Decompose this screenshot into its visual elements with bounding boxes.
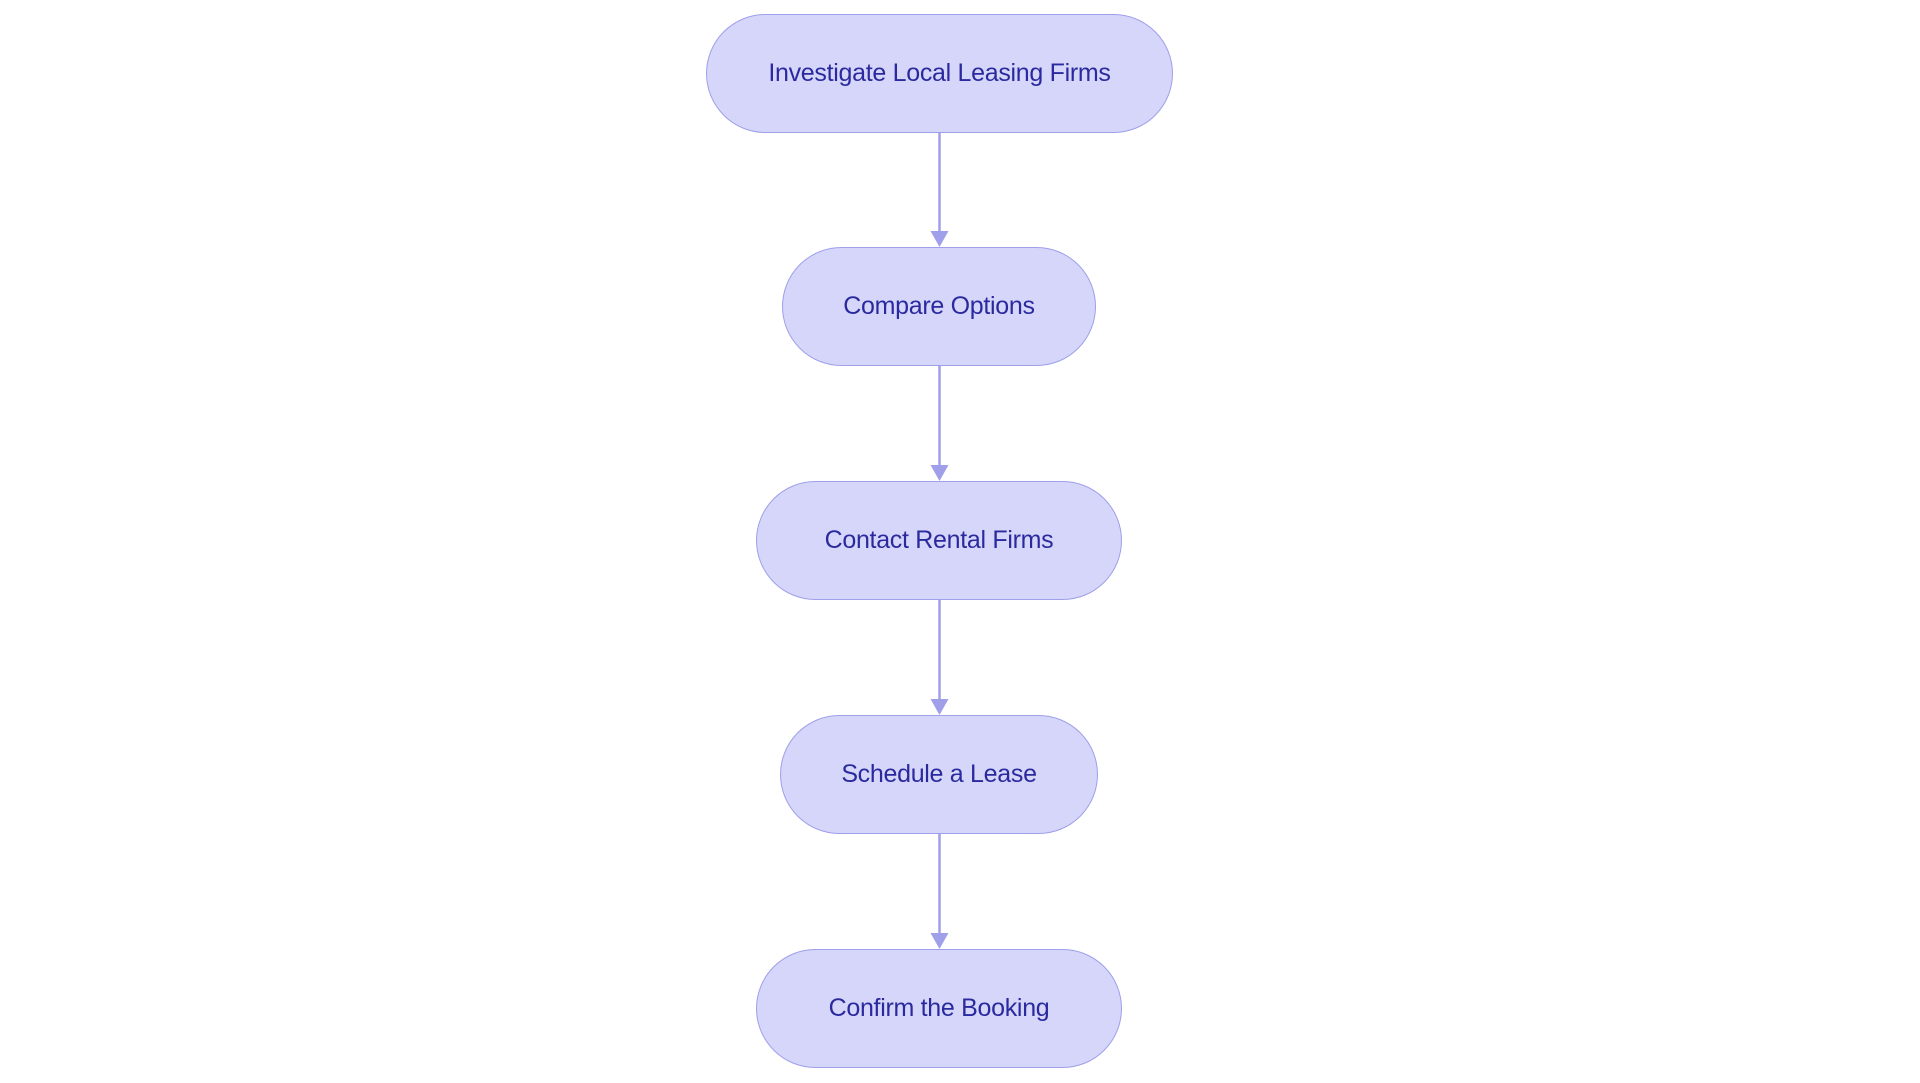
flowchart-node-compare: Compare Options xyxy=(782,247,1096,366)
flowchart-node-confirm: Confirm the Booking xyxy=(756,949,1122,1068)
node-label: Schedule a Lease xyxy=(841,760,1036,789)
node-label: Confirm the Booking xyxy=(829,994,1050,1023)
node-label: Compare Options xyxy=(843,292,1034,321)
flowchart-edge xyxy=(920,133,960,247)
flowchart-node-contact: Contact Rental Firms xyxy=(756,481,1122,600)
flowchart-node-schedule: Schedule a Lease xyxy=(780,715,1098,834)
flowchart-node-investigate: Investigate Local Leasing Firms xyxy=(706,14,1173,133)
node-label: Investigate Local Leasing Firms xyxy=(768,59,1110,88)
flowchart-edge xyxy=(920,366,960,481)
flowchart-canvas: Investigate Local Leasing Firms Compare … xyxy=(0,0,1920,1083)
flowchart-edge xyxy=(920,600,960,715)
node-label: Contact Rental Firms xyxy=(825,526,1054,555)
flowchart-edge xyxy=(920,834,960,949)
